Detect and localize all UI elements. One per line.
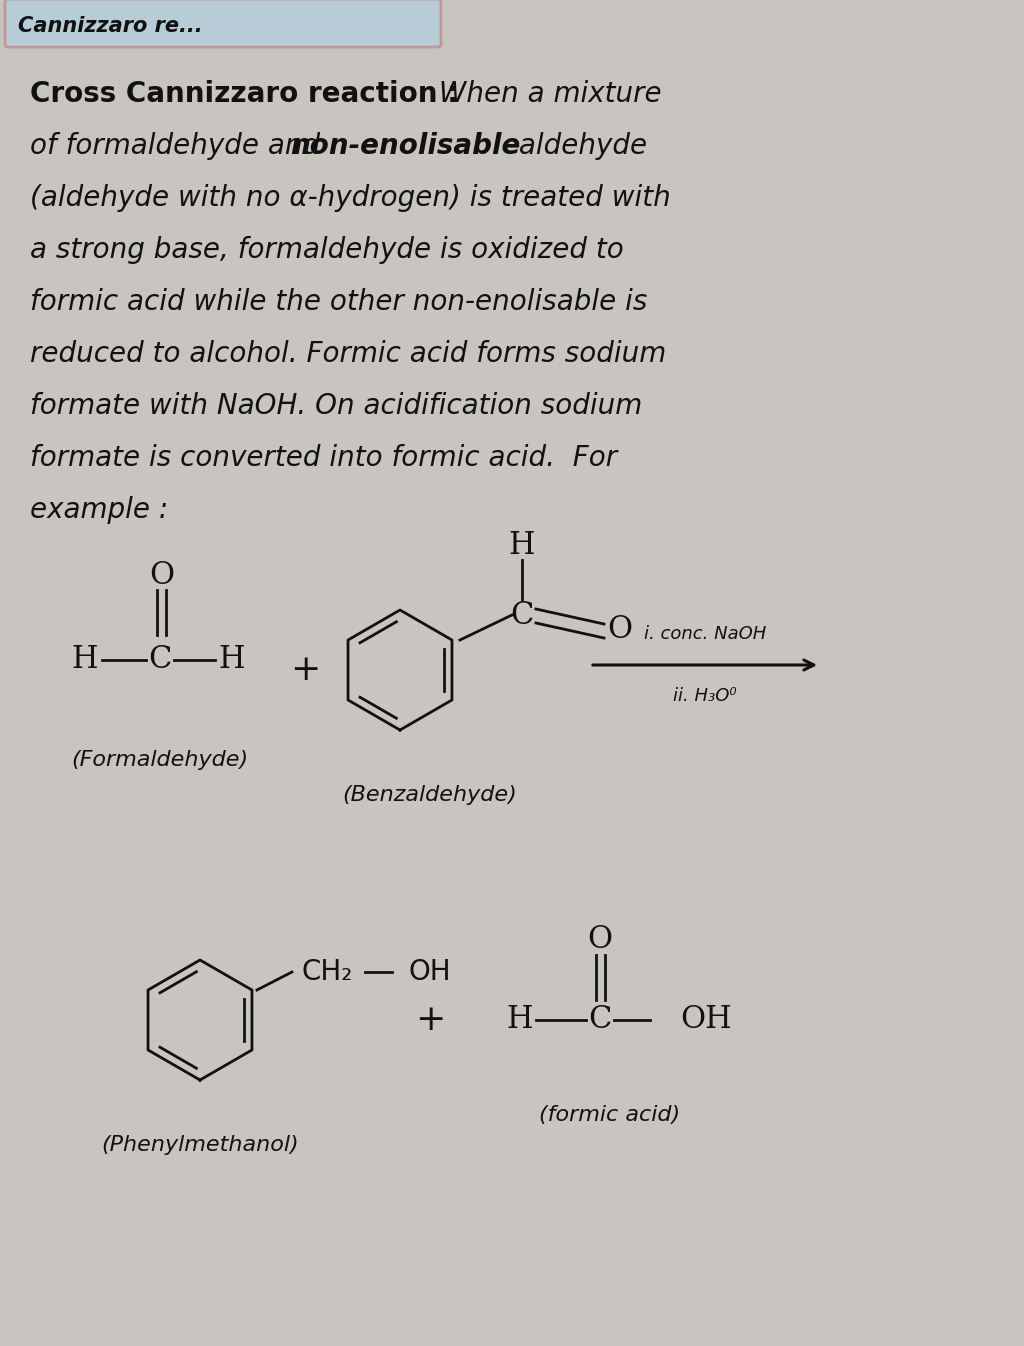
Text: +: + [415,1003,445,1036]
Text: O: O [607,615,633,646]
FancyBboxPatch shape [5,0,441,47]
Text: (Formaldehyde): (Formaldehyde) [72,750,249,770]
Text: CH₂: CH₂ [302,958,353,987]
Text: Cannizzaro re...: Cannizzaro re... [18,16,203,36]
Text: (Benzaldehyde): (Benzaldehyde) [343,785,517,805]
Text: i. conc. NaOH: i. conc. NaOH [644,625,766,643]
Text: H: H [219,645,246,676]
Text: OH: OH [409,958,452,987]
Text: a strong base, formaldehyde is oxidized to: a strong base, formaldehyde is oxidized … [30,236,624,264]
Text: C: C [510,599,534,630]
Text: C: C [589,1004,611,1035]
Text: (Phenylmethanol): (Phenylmethanol) [101,1135,299,1155]
Text: O: O [150,560,174,591]
Text: +: + [290,653,321,686]
Text: reduced to alcohol. Formic acid forms sodium: reduced to alcohol. Formic acid forms so… [30,341,667,367]
Text: OH: OH [680,1004,731,1035]
Text: formic acid while the other non-enolisable is: formic acid while the other non-enolisab… [30,288,647,316]
Text: (formic acid): (formic acid) [540,1105,681,1125]
Text: O: O [588,925,612,956]
Text: H: H [509,529,536,560]
Text: formate is converted into formic acid.  For: formate is converted into formic acid. F… [30,444,617,472]
Text: C: C [148,645,172,676]
Text: example :: example : [30,495,168,524]
Text: (aldehyde with no α-hydrogen) is treated with: (aldehyde with no α-hydrogen) is treated… [30,184,671,213]
Text: H: H [72,645,98,676]
Text: When a mixture: When a mixture [430,79,662,108]
Text: non-enolisable: non-enolisable [290,132,520,160]
Text: formate with NaOH. On acidification sodium: formate with NaOH. On acidification sodi… [30,392,642,420]
Text: H: H [507,1004,534,1035]
Text: of formaldehyde and: of formaldehyde and [30,132,329,160]
Text: aldehyde: aldehyde [510,132,647,160]
Text: Cross Cannizzaro reaction :: Cross Cannizzaro reaction : [30,79,459,108]
Text: ii. H₃O⁰: ii. H₃O⁰ [673,686,737,705]
